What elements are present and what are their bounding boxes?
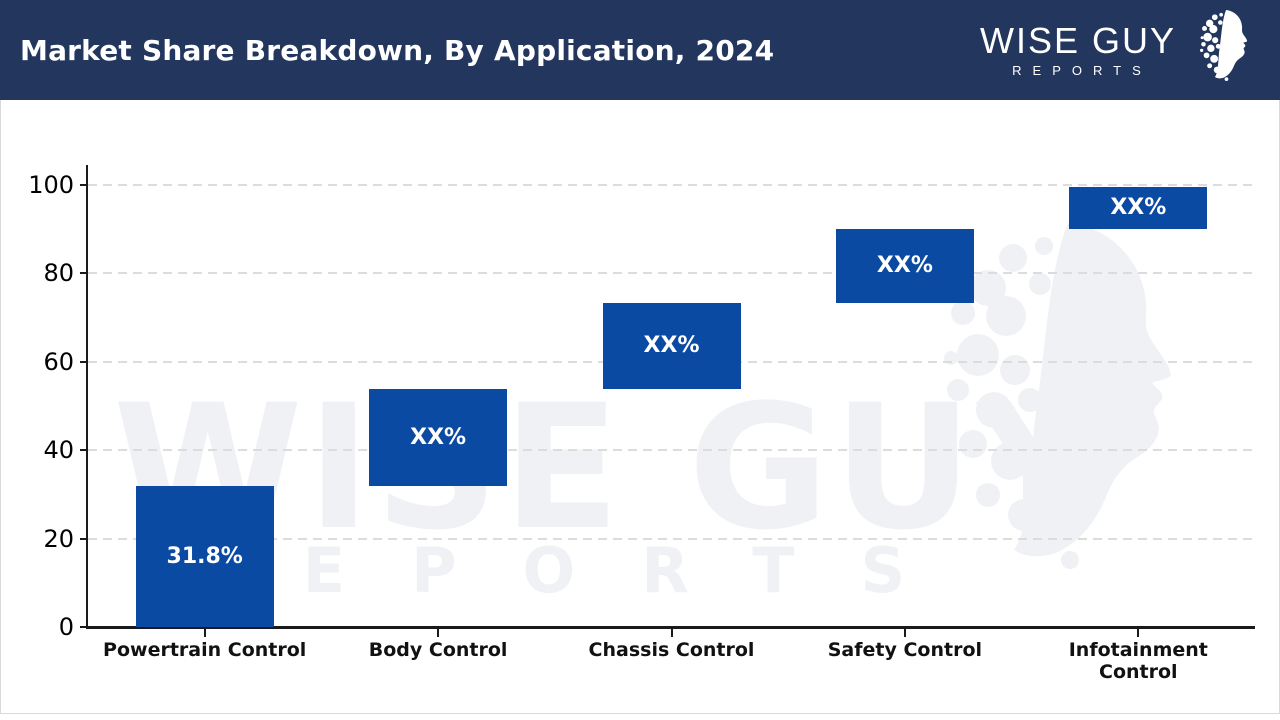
header-band: Market Share Breakdown, By Application, … bbox=[0, 0, 1280, 100]
logo-name: WISE GUY bbox=[979, 19, 1176, 61]
dotted-head-watermark-icon bbox=[941, 223, 1171, 569]
watermark-text-wiseguy: WISE GUY bbox=[113, 367, 1106, 568]
logo-text: WISE GUY REPORTS bbox=[979, 19, 1176, 78]
logo-tagline: REPORTS bbox=[1012, 62, 1152, 78]
wise-guy-logo: WISE GUY REPORTS bbox=[980, 9, 1280, 91]
page-title: Market Share Breakdown, By Application, … bbox=[20, 33, 775, 67]
watermark-text-reports: REPORTS bbox=[189, 534, 972, 607]
dotted-head-logo-icon bbox=[1200, 10, 1248, 81]
